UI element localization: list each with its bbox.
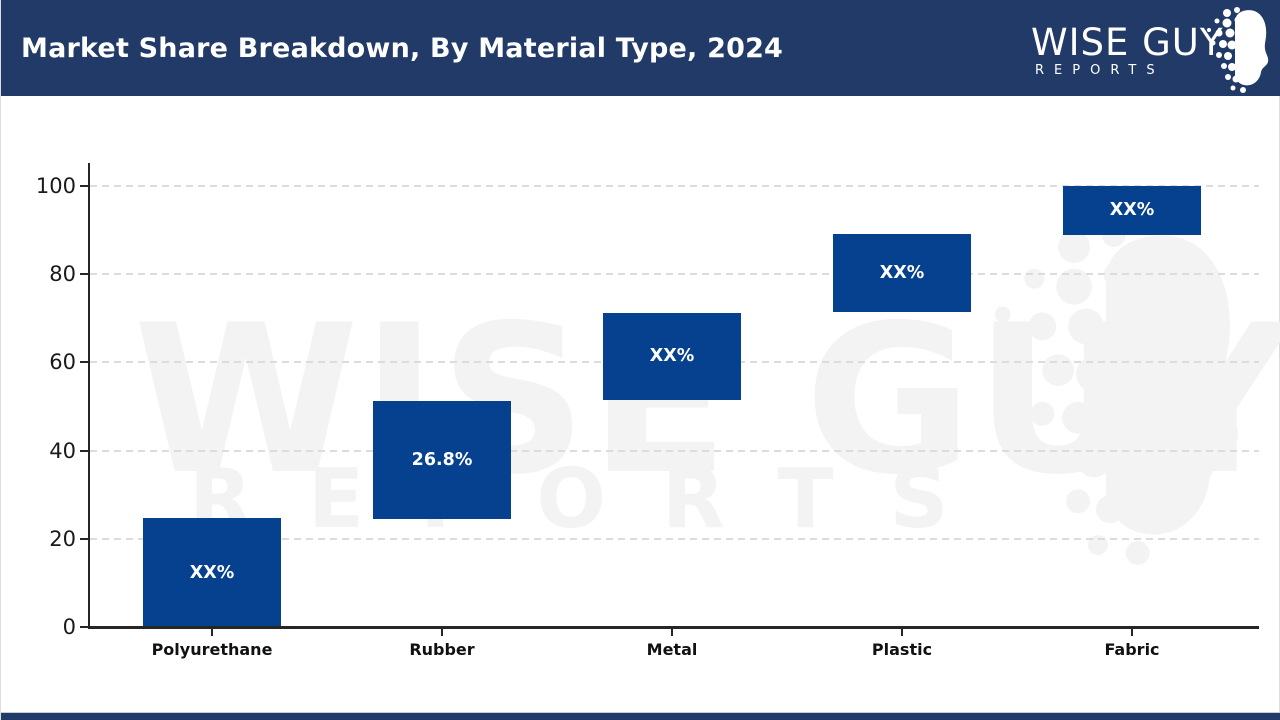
watermark-face-icon	[931, 205, 1241, 579]
x-category-label-fabric: Fabric	[1104, 640, 1160, 659]
bar-value-label: XX%	[649, 346, 695, 367]
bar-polyurethane: XX%	[143, 518, 281, 627]
x-category-label-plastic: Plastic	[871, 640, 933, 659]
gridline-20	[90, 537, 1259, 540]
bar-plastic: XX%	[833, 233, 971, 312]
bar-rubber: 26.8%	[373, 400, 511, 519]
y-tick-label-40: 40	[49, 438, 76, 463]
bar-value-label: XX%	[189, 562, 235, 583]
y-tick-60	[80, 361, 88, 364]
bar-metal: XX%	[603, 312, 741, 400]
y-tick-20	[80, 537, 88, 540]
y-tick-0	[80, 626, 88, 628]
y-axis-line	[88, 163, 90, 629]
y-tick-label-80: 80	[49, 262, 76, 287]
gridline-80	[90, 273, 1259, 276]
y-tick-label-60: 60	[49, 350, 76, 375]
logo-face-icon	[1191, 5, 1269, 97]
footer-bar	[1, 713, 1280, 720]
x-tick-plastic	[901, 629, 903, 636]
y-tick-label-0: 0	[62, 615, 76, 639]
page-title: Market Share Breakdown, By Material Type…	[21, 32, 784, 64]
bar-value-label: XX%	[879, 262, 925, 283]
y-tick-80	[80, 273, 88, 276]
x-tick-metal	[671, 629, 673, 636]
bar-value-label: 26.8%	[411, 449, 473, 470]
x-tick-rubber	[441, 629, 443, 636]
footer-divider	[1, 712, 1280, 713]
x-category-label-metal: Metal	[646, 640, 698, 659]
bar-value-label: XX%	[1109, 200, 1155, 221]
logo-subtitle: REPORTS	[1035, 63, 1165, 78]
logo-wordmark: WISE GUY	[1031, 21, 1224, 64]
y-tick-label-20: 20	[49, 526, 76, 551]
y-tick-100	[80, 185, 88, 187]
y-tick-40	[80, 449, 88, 452]
x-category-label-polyurethane: Polyurethane	[151, 640, 273, 659]
x-axis-line	[88, 626, 1259, 629]
x-category-label-rubber: Rubber	[409, 640, 475, 659]
gridline-100	[90, 185, 1259, 187]
header-bar: Market Share Breakdown, By Material Type…	[1, 0, 1280, 96]
x-tick-polyurethane	[211, 629, 213, 636]
x-tick-fabric	[1131, 629, 1133, 636]
y-tick-label-100: 100	[35, 174, 76, 198]
bar-fabric: XX%	[1063, 186, 1201, 235]
gridline-40	[90, 449, 1259, 452]
wise-guy-logo: WISE GUY REPORTS	[1025, 3, 1269, 93]
watermark-subtitle: REPORTS	[189, 452, 1005, 547]
